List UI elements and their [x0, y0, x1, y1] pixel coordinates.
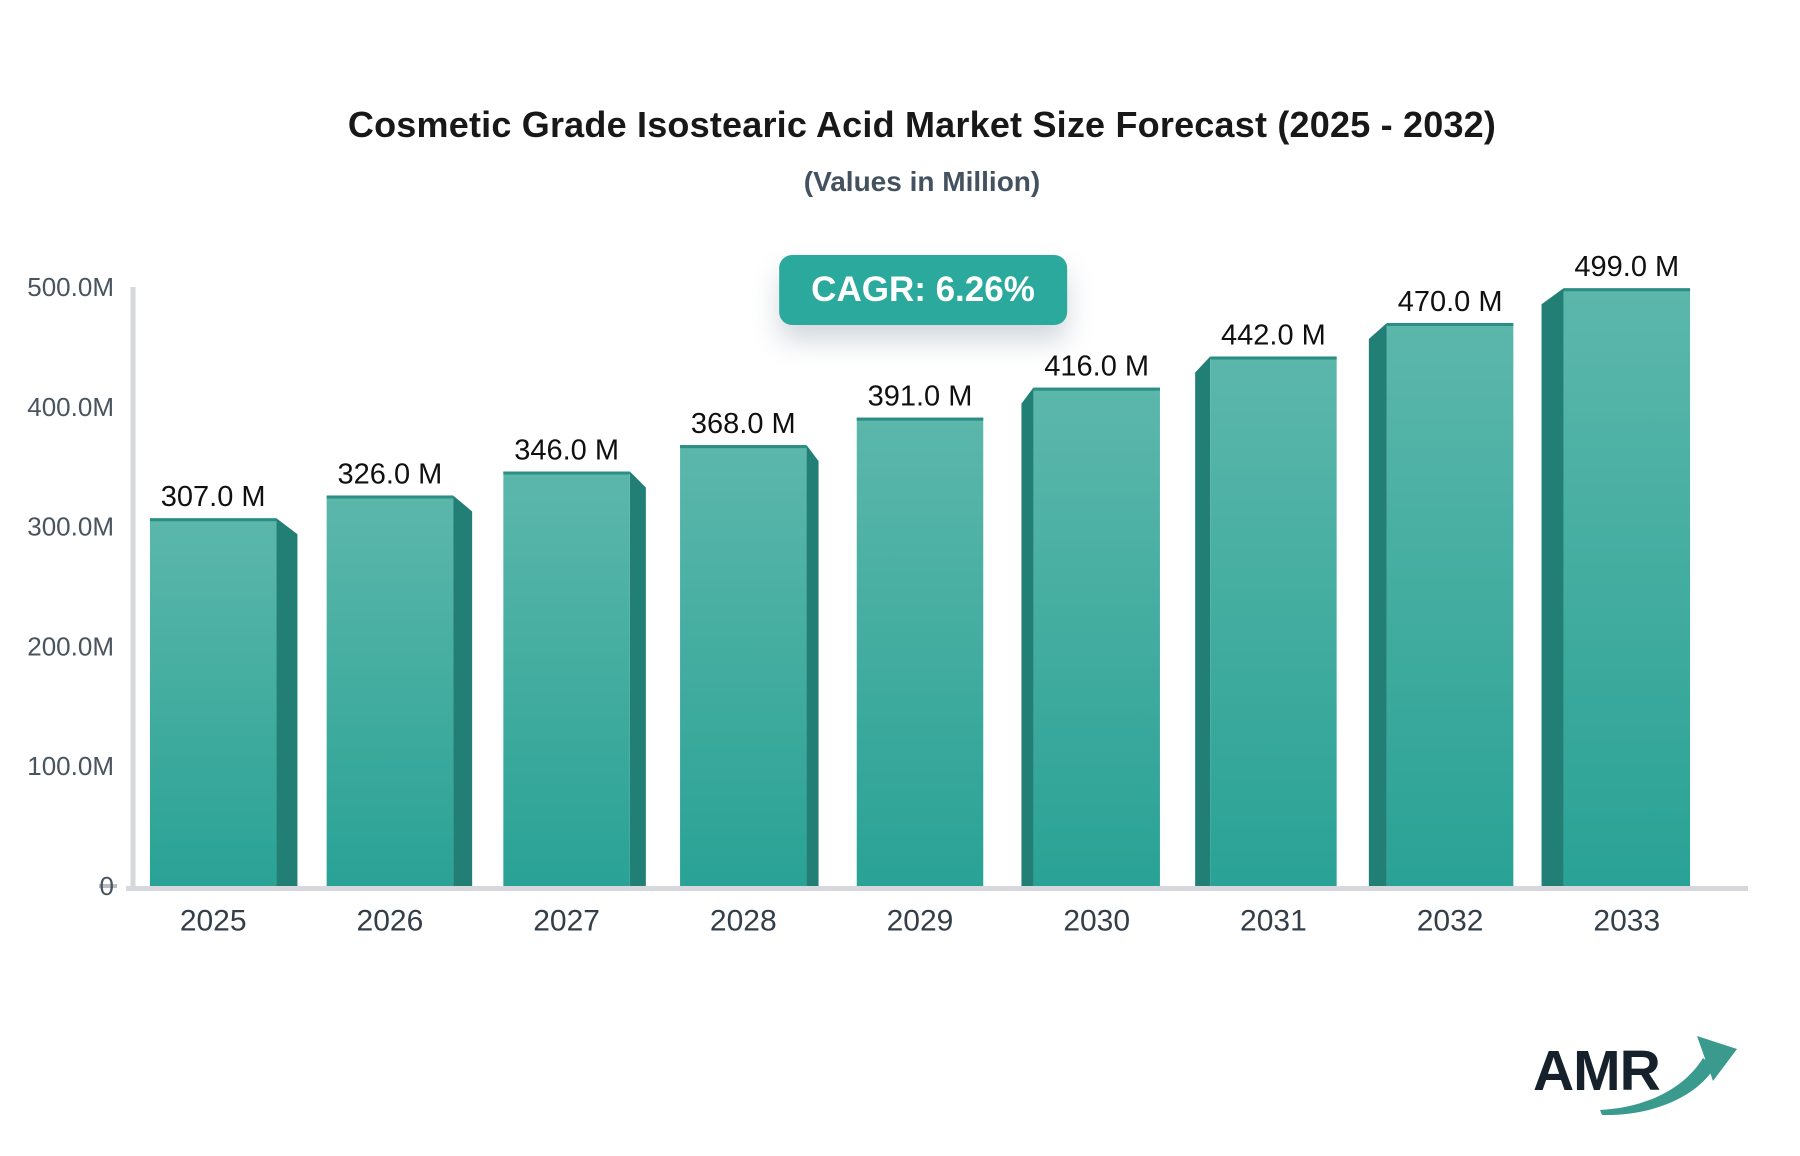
- x-axis-category-label: 2032: [1417, 905, 1484, 938]
- bar-front-face: [1210, 356, 1337, 886]
- bar-value-label: 416.0 M: [1044, 351, 1149, 383]
- x-axis-category-label: 2031: [1240, 905, 1307, 938]
- bar-front-face: [680, 445, 807, 886]
- x-axis-category-label: 2026: [357, 905, 424, 938]
- growth-arrow-icon: [1600, 1036, 1737, 1116]
- bar-value-label: 470.0 M: [1398, 286, 1503, 318]
- y-axis-tick-label: 500.0M: [27, 272, 114, 302]
- y-axis-tick-label: 200.0M: [27, 631, 114, 661]
- bar-front-face: [1563, 288, 1691, 886]
- x-axis-category-label: 2033: [1593, 905, 1660, 938]
- bar-front-face: [856, 417, 984, 886]
- bar-2029[interactable]: [856, 417, 984, 886]
- bar-value-label: 499.0 M: [1574, 251, 1679, 283]
- bar-side-face: [806, 445, 819, 886]
- x-axis-category-label: 2027: [533, 905, 600, 938]
- bar-value-label: 346.0 M: [514, 434, 619, 466]
- amr-logo-text: AMR: [1533, 1039, 1661, 1103]
- y-axis-tick-label: 100.0M: [27, 751, 114, 781]
- x-axis-category-label: 2025: [180, 905, 247, 938]
- bar-value-label: 307.0 M: [161, 481, 266, 513]
- bar-2033[interactable]: [1541, 288, 1691, 886]
- bar-side-face: [1368, 322, 1387, 886]
- bar-2031[interactable]: [1195, 356, 1337, 886]
- x-axis-category-label: 2030: [1063, 905, 1130, 938]
- bar-front-face: [149, 518, 277, 886]
- bar-value-label: 326.0 M: [338, 458, 443, 490]
- cagr-badge: CAGR: 6.26%: [779, 255, 1067, 325]
- zero-tick-mark: [99, 884, 117, 888]
- bar-front-face: [503, 471, 630, 886]
- bar-2027[interactable]: [503, 471, 646, 886]
- y-axis-line: [130, 287, 136, 889]
- bar-2032[interactable]: [1368, 322, 1514, 886]
- bar-front-face: [326, 495, 454, 886]
- bar-side-face: [629, 471, 646, 886]
- bar-value-label: 391.0 M: [868, 381, 973, 413]
- bar-side-face: [1021, 387, 1034, 886]
- y-axis-tick-label: 400.0M: [27, 392, 114, 422]
- y-axis-tick-label: 300.0M: [27, 512, 114, 542]
- bar-side-face: [453, 495, 473, 886]
- bar-front-face: [1033, 387, 1160, 886]
- bar-front-face: [1386, 322, 1514, 886]
- bar-side-face: [1541, 288, 1564, 886]
- x-axis-category-label: 2028: [710, 905, 777, 938]
- chart-subtitle: (Values in Million): [803, 166, 1041, 197]
- bar-side-face: [1195, 356, 1211, 886]
- bar-2030[interactable]: [1021, 387, 1160, 886]
- page-title: Cosmetic Grade Isostearic Acid Market Si…: [347, 104, 1497, 145]
- x-axis-line: [126, 886, 1748, 891]
- bar-value-label: 368.0 M: [691, 408, 796, 440]
- bar-side-face: [276, 518, 298, 886]
- bar-value-label: 442.0 M: [1221, 319, 1326, 351]
- amr-logo: AMR: [1533, 1036, 1763, 1148]
- y-axis-tick-label: 0: [100, 871, 114, 901]
- x-axis-category-label: 2029: [887, 905, 954, 938]
- bar-2026[interactable]: [326, 495, 473, 886]
- bar-2028[interactable]: [680, 445, 819, 886]
- bar-2025[interactable]: [149, 518, 298, 886]
